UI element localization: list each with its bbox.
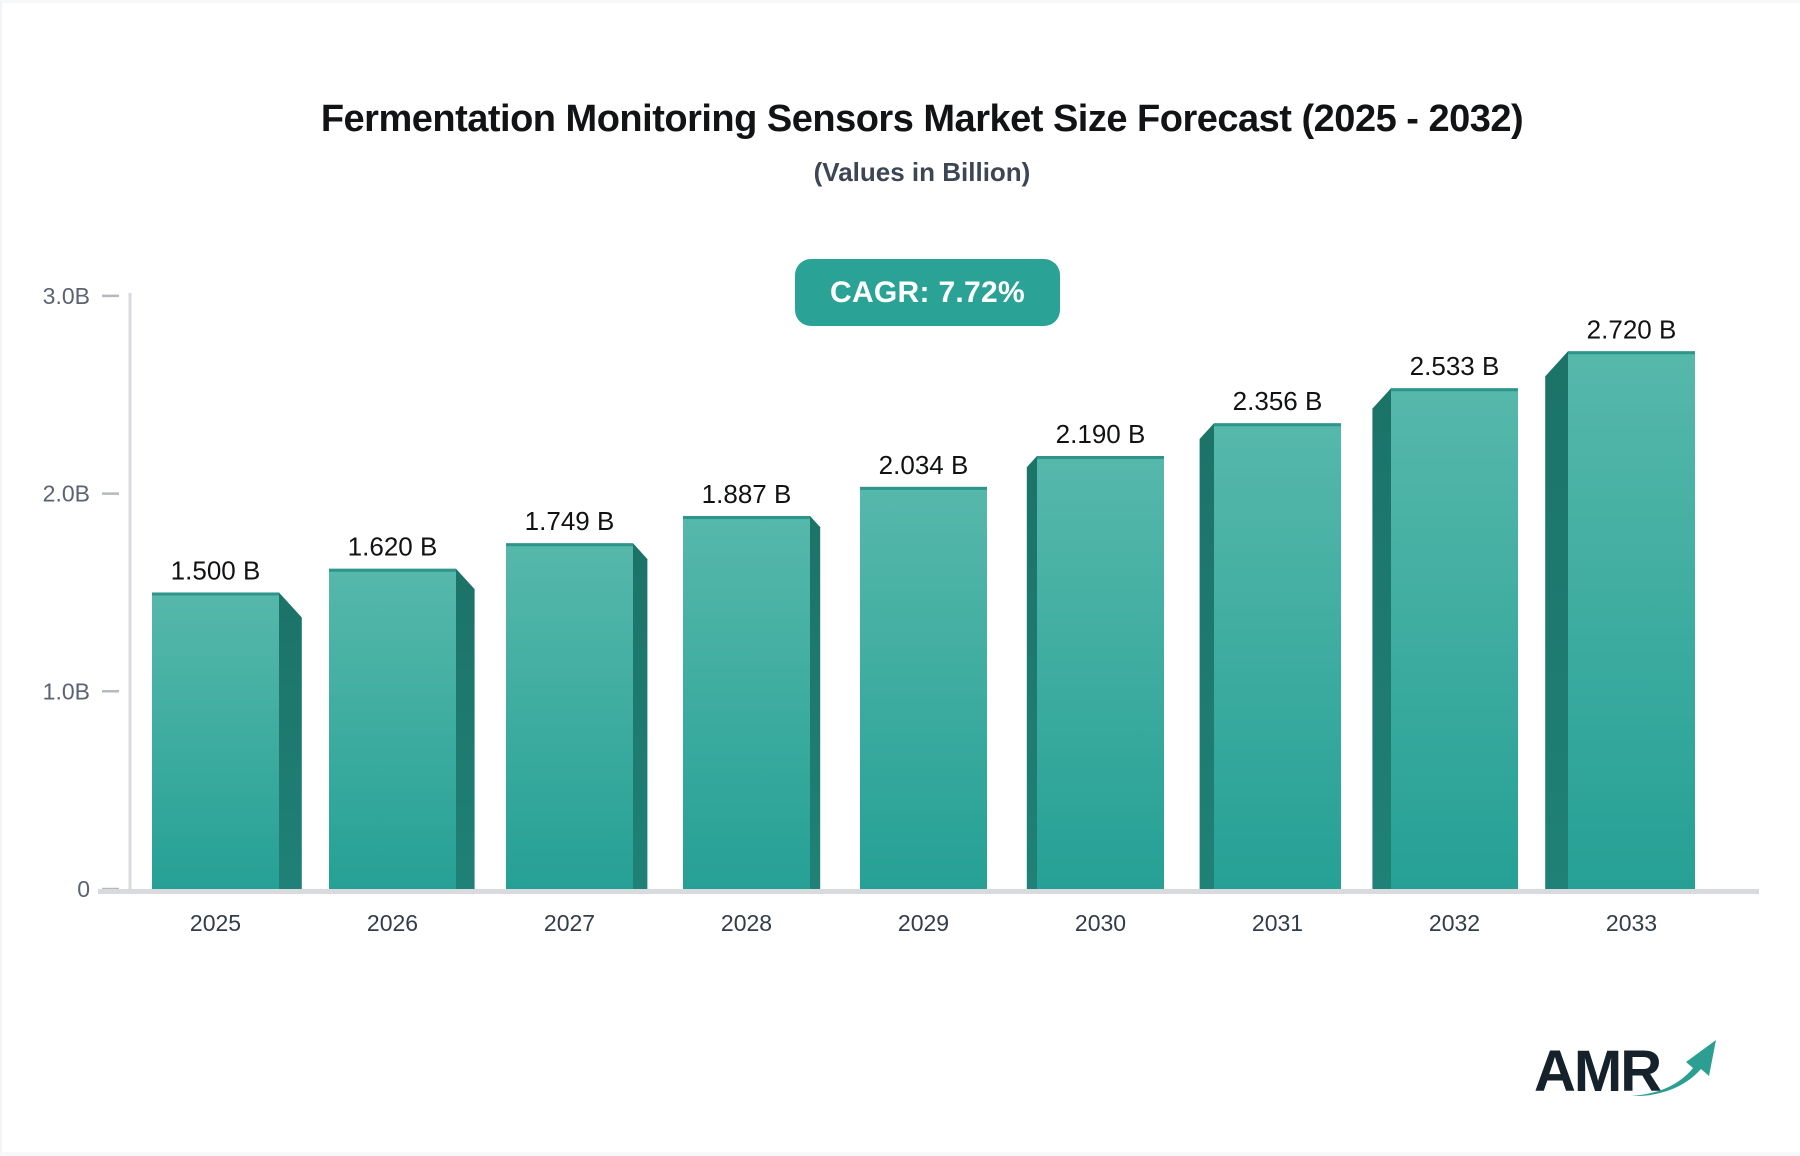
bar-value-label: 1.887 B (702, 479, 792, 509)
chart-title: Fermentation Monitoring Sensors Market S… (320, 98, 1524, 140)
chart-header: Fermentation Monitoring Sensors Market S… (2, 97, 1800, 188)
bar-2033: 2.720 B 2033 (1545, 314, 1695, 936)
bar-2028: 1.887 B 2028 (683, 479, 821, 936)
bar-value-label: 1.749 B (525, 506, 615, 536)
x-axis-label: 2033 (1606, 910, 1657, 936)
bar-face (683, 515, 810, 889)
x-axis-label: 2031 (1252, 910, 1303, 936)
y-tick-label: 2.0B (43, 481, 90, 507)
bar-2026: 1.620 B 2026 (329, 532, 475, 936)
bar-2029: 2.034 B 2029 (860, 450, 987, 936)
x-axis-label: 2026 (367, 910, 418, 936)
bar-chart: 0 1.0B 2.0B 3.0B 1.500 B 2025 1.620 B 2026 1.749… (43, 283, 1759, 936)
bar-face (1214, 423, 1341, 889)
amr-logo-arrow-icon (1631, 1040, 1717, 1097)
bar-face (860, 486, 987, 889)
x-axis-label: 2032 (1429, 910, 1480, 936)
bar-face (1037, 456, 1164, 889)
cagr-badge: CAGR: 7.72% (795, 259, 1060, 326)
y-tick-label: 3.0B (43, 283, 90, 309)
y-tick-label: 0 (77, 876, 90, 902)
x-axis-label: 2027 (544, 910, 595, 936)
bar-face (1568, 351, 1695, 890)
bar-face (329, 568, 456, 889)
bar-value-label: 2.356 B (1233, 386, 1323, 416)
bar-face (1391, 388, 1518, 889)
y-tick-label: 1.0B (43, 678, 90, 704)
bar-value-label: 2.720 B (1587, 314, 1677, 344)
cagr-badge-label: CAGR: 7.72% (829, 275, 1026, 309)
bar-face (152, 592, 279, 889)
bar-face (506, 543, 633, 889)
x-axis-label: 2030 (1075, 910, 1126, 936)
bar-value-label: 2.533 B (1410, 351, 1500, 381)
amr-logo: AMR (1534, 1039, 1720, 1104)
bar-2031: 2.356 B 2031 (1199, 386, 1341, 936)
bar-depth-side (1372, 388, 1391, 889)
bar-value-label: 2.034 B (879, 450, 969, 480)
bar-2030: 2.190 B 2030 (1026, 419, 1164, 936)
bar-depth-side (456, 568, 475, 889)
bar-2027: 1.749 B 2027 (506, 506, 648, 936)
bar-value-label: 1.620 B (348, 532, 438, 562)
amr-logo-text: AMR (1534, 1039, 1662, 1104)
x-axis-label: 2029 (898, 910, 949, 936)
x-axis-label: 2028 (721, 910, 772, 936)
bar-2032: 2.533 B 2032 (1372, 351, 1518, 936)
x-axis-label: 2025 (190, 910, 241, 936)
bar-depth-side (279, 592, 302, 889)
bar-value-label: 1.500 B (171, 555, 261, 585)
bar-value-label: 2.190 B (1056, 419, 1146, 449)
bar-depth-side (1199, 423, 1214, 889)
bar-2025: 1.500 B 2025 (152, 555, 302, 936)
bar-depth-side (1545, 351, 1568, 890)
bar-depth-side (810, 515, 821, 889)
chart-subtitle: (Values in Billion) (813, 157, 1031, 188)
bar-depth-side (1026, 456, 1037, 889)
bar-depth-side (633, 543, 648, 889)
